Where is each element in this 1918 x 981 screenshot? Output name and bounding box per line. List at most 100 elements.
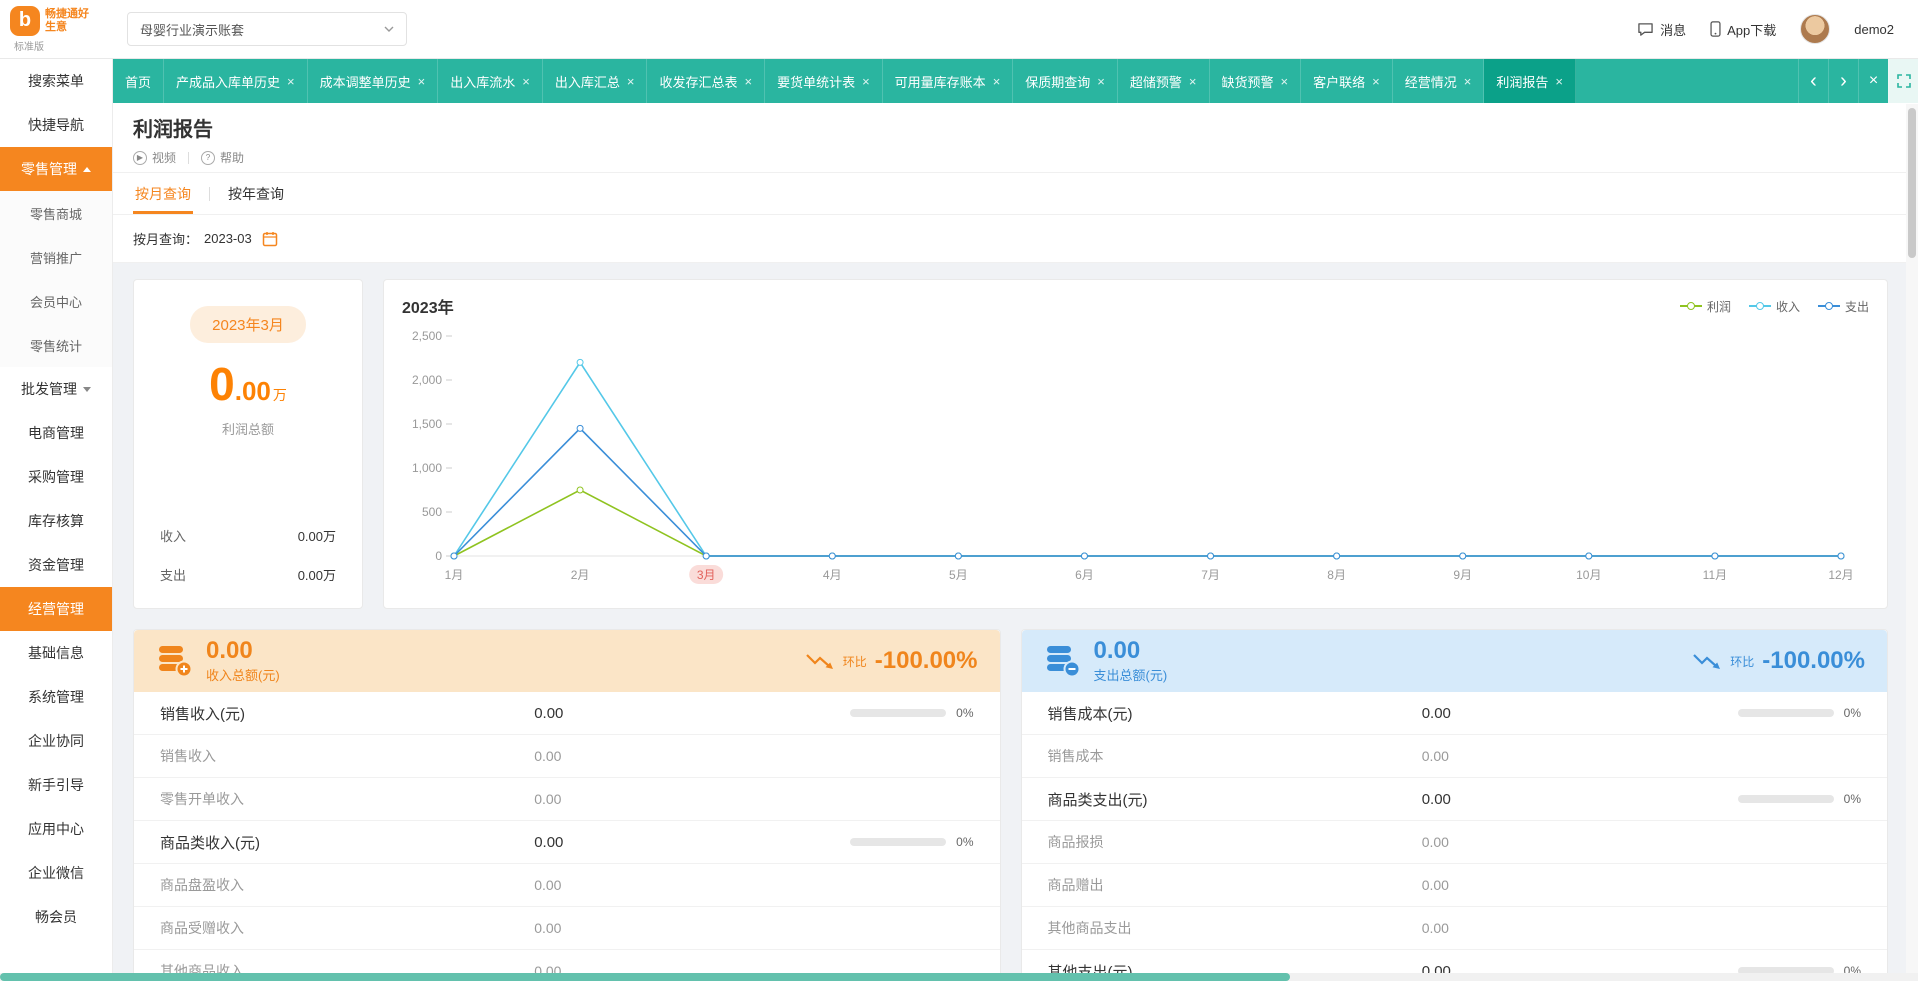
progress-bar (1737, 709, 1834, 717)
legend-item-利润[interactable]: 利润 (1679, 298, 1731, 315)
tab-close-icon[interactable]: × (1463, 73, 1472, 89)
tab-保质期查询[interactable]: 保质期查询 × (1013, 59, 1118, 103)
sidebar-item-label: 畅会员 (35, 909, 77, 925)
tab-close-icon[interactable]: × (1555, 73, 1563, 89)
account-select[interactable]: 母婴行业演示账套 (127, 12, 407, 46)
tab-close-icon[interactable]: × (744, 73, 753, 89)
calendar-button[interactable] (262, 231, 278, 247)
tab-客户联络[interactable]: 客户联络 × (1301, 59, 1393, 103)
sidebar-item-label: 批发管理 (21, 381, 77, 397)
sidebar-item-应用中心[interactable]: 应用中心 (0, 807, 112, 851)
horizontal-scrollbar-thumb[interactable] (0, 973, 1290, 981)
tab-close-icon[interactable]: × (1372, 73, 1380, 89)
tab-可用量库存账本[interactable]: 可用量库存账本 × (883, 59, 1014, 103)
sidebar-item-label: 采购管理 (28, 469, 84, 485)
tab-经营情况[interactable]: 经营情况 × (1393, 59, 1485, 103)
tab-close-icon[interactable]: × (522, 73, 530, 89)
expense-card: 0.00 支出总额(元) 环比 -100.00% (1020, 629, 1888, 981)
stat-row-value: 0.00 (1421, 748, 1449, 764)
stat-row-label: 商品类支出(元) (1047, 791, 1148, 809)
sidebar-item-零售商城[interactable]: 零售商城 (0, 191, 112, 235)
horizontal-scrollbar[interactable] (0, 973, 1918, 981)
sidebar-item-搜索菜单[interactable]: 搜索菜单 (0, 59, 112, 103)
svg-text:6月: 6月 (1075, 568, 1094, 582)
sidebar-item-库存核算[interactable]: 库存核算 (0, 499, 112, 543)
sidebar-item-系统管理[interactable]: 系统管理 (0, 675, 112, 719)
tab-close-icon[interactable]: × (1188, 73, 1197, 89)
tabs-scroll-right-button[interactable]: › (1828, 59, 1858, 103)
tab-close-icon[interactable]: × (287, 73, 295, 89)
profit-total-label: 利润总额 (221, 422, 274, 437)
sidebar-item-经营管理[interactable]: 经营管理 (0, 587, 112, 631)
month-picker-value[interactable]: 2023-03 (204, 231, 252, 246)
svg-text:1月: 1月 (445, 568, 464, 582)
avatar[interactable] (1800, 14, 1831, 44)
sidebar-item-快捷导航[interactable]: 快捷导航 (0, 103, 112, 147)
profit-value-int: 0 (209, 358, 235, 410)
tab-利润报告[interactable]: 利润报告 × (1484, 59, 1576, 103)
app-download-button[interactable]: App下载 (1710, 20, 1776, 39)
stat-row-label: 销售成本(元) (1047, 705, 1133, 723)
tab-缺货预警[interactable]: 缺货预警 × (1210, 59, 1302, 103)
tab-close-icon[interactable]: × (417, 73, 426, 89)
sidebar-item-批发管理[interactable]: 批发管理 (0, 367, 112, 411)
sidebar-item-企业协同[interactable]: 企业协同 (0, 719, 112, 763)
sidebar-item-营销推广[interactable]: 营销推广 (0, 235, 112, 279)
summary-row-value: 0.00万 (297, 529, 336, 544)
sidebar-item-label: 企业协同 (28, 733, 84, 749)
fullscreen-button[interactable] (1888, 59, 1918, 103)
tab-出入库流水[interactable]: 出入库流水 × (438, 59, 543, 103)
tabs-close-button[interactable]: × (1858, 59, 1888, 103)
sidebar-item-企业微信[interactable]: 企业微信 (0, 851, 112, 895)
tab-label: 首页 (125, 74, 152, 90)
tab-close-icon[interactable]: × (1097, 73, 1105, 89)
tab-close-icon[interactable]: × (992, 73, 1001, 89)
vertical-scrollbar[interactable] (1906, 104, 1918, 973)
tab-monthly-query[interactable]: 按月查询 (133, 173, 193, 214)
video-link[interactable]: ▶ 视频 (133, 149, 176, 166)
vertical-scrollbar-thumb[interactable] (1908, 108, 1916, 258)
tab-超储预警[interactable]: 超储预警 × (1118, 59, 1210, 103)
legend-item-收入[interactable]: 收入 (1748, 298, 1800, 315)
sidebar-item-零售统计[interactable]: 零售统计 (0, 323, 112, 367)
tabs-scroll-left-button[interactable]: ‹ (1798, 59, 1828, 103)
stat-row-value: 0.00 (534, 748, 562, 764)
tab-成本调整单历史[interactable]: 成本调整单历史 × (308, 59, 439, 103)
tab-close-icon[interactable]: × (626, 73, 635, 89)
sidebar-item-label: 库存核算 (28, 513, 84, 529)
income-ratio-value: -100.00% (874, 647, 978, 674)
sidebar-item-畅会员[interactable]: 畅会员 (0, 895, 112, 939)
sidebar-item-新手引导[interactable]: 新手引导 (0, 763, 112, 807)
sidebar-item-基础信息[interactable]: 基础信息 (0, 631, 112, 675)
sidebar-item-label: 新手引导 (28, 777, 84, 793)
tab-首页[interactable]: 首页 (113, 59, 165, 103)
profit-value-dec: .00 (234, 376, 271, 406)
username[interactable]: demo2 (1854, 21, 1894, 37)
tab-label: 可用量库存账本 (894, 74, 986, 90)
messages-button[interactable]: 消息 (1637, 20, 1686, 39)
sidebar-item-label: 搜索菜单 (28, 73, 84, 89)
help-link[interactable]: ? 帮助 (201, 149, 244, 166)
sidebar-item-电商管理[interactable]: 电商管理 (0, 411, 112, 455)
tab-yearly-query[interactable]: 按年查询 (228, 185, 284, 202)
tab-要货单统计表[interactable]: 要货单统计表 × (765, 59, 883, 103)
tab-产成品入库单历史[interactable]: 产成品入库单历史 × (164, 59, 308, 103)
expense-coins-icon (1046, 646, 1080, 678)
tab-收发存汇总表[interactable]: 收发存汇总表 × (647, 59, 766, 103)
sidebar-item-资金管理[interactable]: 资金管理 (0, 543, 112, 587)
tab-出入库汇总[interactable]: 出入库汇总 × (543, 59, 648, 103)
sidebar-item-label: 零售管理 (21, 161, 77, 177)
sidebar-item-零售管理[interactable]: 零售管理 (0, 147, 112, 191)
stat-row-value: 0.00 (534, 791, 562, 807)
svg-text:7月: 7月 (1201, 568, 1220, 582)
income-coins-icon (159, 646, 192, 678)
legend-marker-icon (1817, 302, 1840, 311)
sidebar-item-采购管理[interactable]: 采购管理 (0, 455, 112, 499)
tab-close-icon[interactable]: × (862, 73, 870, 89)
sidebar-item-会员中心[interactable]: 会员中心 (0, 279, 112, 323)
sidebar-item-label: 零售商城 (29, 206, 82, 222)
legend-item-支出[interactable]: 支出 (1817, 298, 1869, 315)
fullscreen-icon (1896, 74, 1911, 88)
tab-close-icon[interactable]: × (1280, 73, 1289, 89)
